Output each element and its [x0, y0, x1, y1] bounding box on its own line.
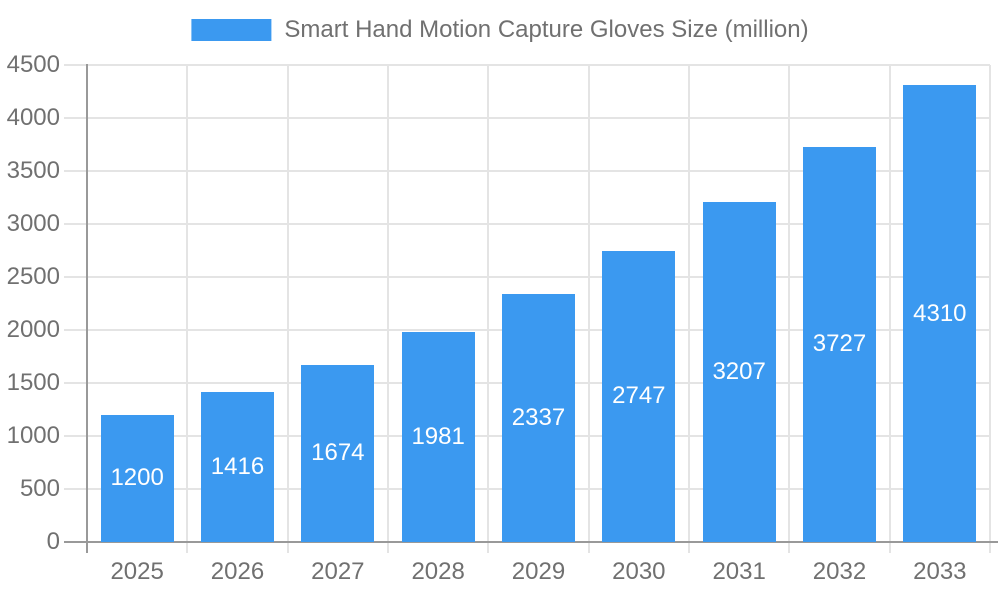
- y-axis-label: 2000: [6, 316, 60, 343]
- bar-value-label: 3207: [712, 358, 766, 386]
- v-gridline: [286, 65, 289, 553]
- x-axis-label: 2025: [110, 558, 164, 585]
- bar[interactable]: 3207: [702, 202, 776, 542]
- y-axis-label: 3500: [6, 157, 60, 184]
- v-gridline: [186, 65, 189, 553]
- h-gridline: [64, 223, 990, 225]
- bar-value-label: 2747: [612, 382, 666, 410]
- x-axis-label: 2026: [210, 558, 265, 585]
- v-gridline: [989, 65, 991, 553]
- h-gridline: [64, 276, 990, 278]
- x-axis-label: 2028: [411, 558, 465, 585]
- bar[interactable]: 1674: [301, 364, 375, 542]
- v-gridline: [487, 65, 490, 553]
- v-gridline: [387, 65, 389, 553]
- x-axis-label: 2029: [511, 558, 566, 585]
- bar-value-label: 1416: [210, 452, 265, 480]
- bar[interactable]: 2337: [502, 294, 575, 542]
- x-axis-label: 2030: [612, 558, 666, 585]
- v-gridline: [788, 65, 791, 553]
- y-axis-label: 4500: [6, 51, 60, 78]
- y-axis-label: 1000: [6, 422, 60, 449]
- bar[interactable]: 4310: [903, 85, 977, 542]
- bar[interactable]: 2747: [602, 250, 676, 542]
- bar-value-label: 4310: [913, 299, 967, 327]
- y-axis-label: 0: [46, 528, 60, 555]
- y-axis-label: 1500: [6, 369, 60, 396]
- h-gridline: [64, 170, 990, 172]
- bar-value-label: 3727: [812, 330, 867, 358]
- bar[interactable]: 1200: [100, 414, 174, 542]
- h-gridline: [64, 64, 990, 66]
- legend[interactable]: Smart Hand Motion Capture Gloves Size (m…: [191, 16, 809, 43]
- x-axis-line: [64, 541, 998, 543]
- bar[interactable]: 3727: [803, 146, 876, 542]
- x-axis-label: 2033: [913, 558, 967, 585]
- y-axis-label: 3000: [6, 210, 60, 237]
- bar-value-label: 1674: [311, 439, 365, 467]
- bar[interactable]: 1416: [201, 391, 274, 542]
- legend-swatch-icon[interactable]: [191, 19, 272, 41]
- bar-value-label: 1200: [110, 464, 164, 492]
- h-gridline: [64, 117, 990, 119]
- y-axis-line: [86, 64, 88, 553]
- v-gridline: [688, 65, 690, 553]
- v-gridline: [587, 65, 590, 553]
- x-axis-label: 2031: [712, 558, 766, 585]
- v-gridline: [888, 65, 891, 553]
- x-axis-label: 2032: [812, 558, 867, 585]
- bar[interactable]: 1981: [401, 332, 475, 542]
- y-axis-label: 2500: [6, 263, 60, 290]
- bar-value-label: 2337: [511, 404, 566, 432]
- y-axis-label: 4000: [6, 104, 60, 131]
- x-axis-label: 2027: [311, 558, 365, 585]
- y-axis-label: 500: [19, 475, 60, 502]
- bar-value-label: 1981: [411, 422, 465, 450]
- legend-series-label: Smart Hand Motion Capture Gloves Size (m…: [284, 16, 809, 43]
